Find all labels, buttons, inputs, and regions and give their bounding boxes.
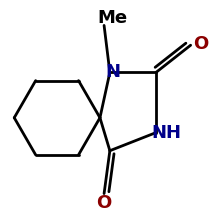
- Text: N: N: [152, 124, 167, 141]
- Text: O: O: [193, 35, 208, 53]
- Text: N: N: [106, 64, 121, 81]
- Text: H: H: [166, 124, 181, 141]
- Text: O: O: [97, 194, 112, 212]
- Text: Me: Me: [97, 9, 127, 27]
